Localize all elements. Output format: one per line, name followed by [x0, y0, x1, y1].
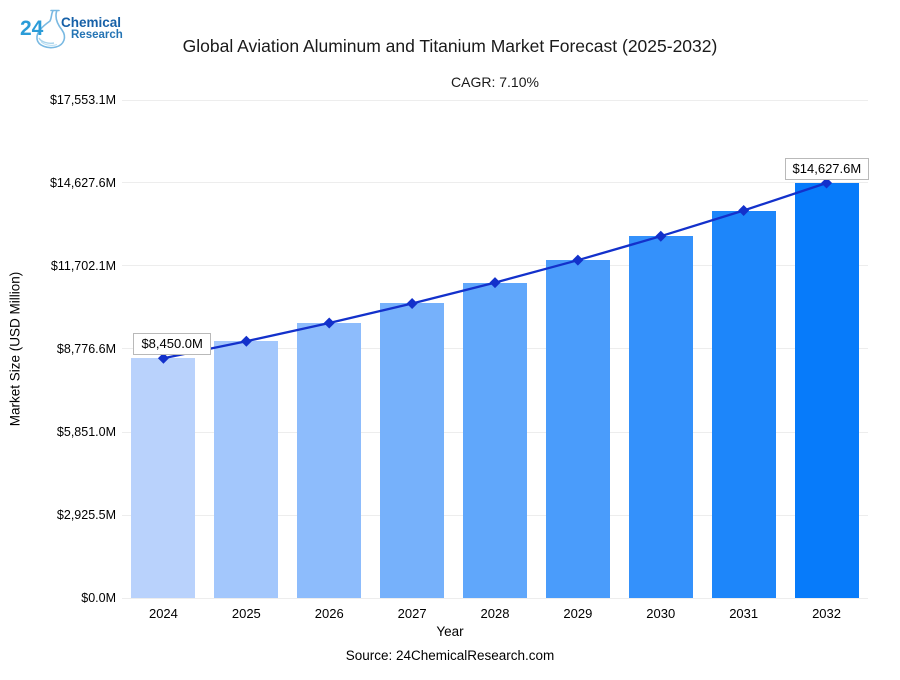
y-tick-label: $5,851.0M — [56, 425, 116, 439]
bar-2027 — [380, 303, 445, 598]
x-tick-label-2028: 2028 — [480, 606, 510, 621]
y-tick-label: $0.0M — [81, 591, 116, 605]
bar-2031 — [711, 210, 776, 598]
x-tick-label-2026: 2026 — [314, 606, 344, 621]
brand-line2: Research — [71, 29, 123, 41]
data-label-first: $8,450.0M — [133, 333, 211, 356]
bar-2028 — [463, 282, 527, 598]
gridline — [122, 597, 868, 599]
x-tick-label-2027: 2027 — [397, 606, 427, 621]
y-tick-label: $17,553.1M — [49, 93, 116, 107]
bar-2029 — [545, 260, 610, 598]
bar-2024 — [131, 358, 196, 598]
bar-2026 — [297, 323, 362, 598]
source-attribution: Source: 24ChemicalResearch.com — [345, 648, 555, 663]
y-tick-label: $14,627.6M — [49, 175, 116, 190]
chart-subtitle-cagr: CAGR: 7.10% — [451, 74, 539, 90]
x-tick-label-2025: 2025 — [231, 606, 261, 621]
data-label-last: $14,627.6M — [784, 157, 870, 180]
x-tick-label-2030: 2030 — [646, 606, 676, 621]
x-tick-label-2031: 2031 — [729, 606, 759, 621]
bar-2025 — [214, 341, 279, 598]
brand-number: 24 — [20, 17, 44, 40]
bar-2032 — [794, 182, 859, 598]
chart-title: Global Aviation Aluminum and Titanium Ma… — [182, 36, 718, 56]
y-tick-label: $2,925.5M — [56, 508, 116, 522]
x-axis-title: Year — [436, 624, 464, 639]
y-tick-label: $8,776.6M — [56, 341, 116, 356]
flask-icon — [36, 9, 66, 49]
y-tick-label: $11,702.1M — [50, 258, 116, 273]
brand-logo: 24 Chemical Research — [14, 6, 144, 52]
bar-2030 — [628, 236, 693, 598]
x-tick-label-2029: 2029 — [563, 606, 593, 621]
brand-line1: Chemical — [61, 15, 122, 30]
x-tick-label-2032: 2032 — [812, 606, 841, 621]
gridline — [122, 99, 868, 101]
gridline — [122, 182, 868, 184]
x-tick-label-2024: 2024 — [148, 606, 178, 621]
